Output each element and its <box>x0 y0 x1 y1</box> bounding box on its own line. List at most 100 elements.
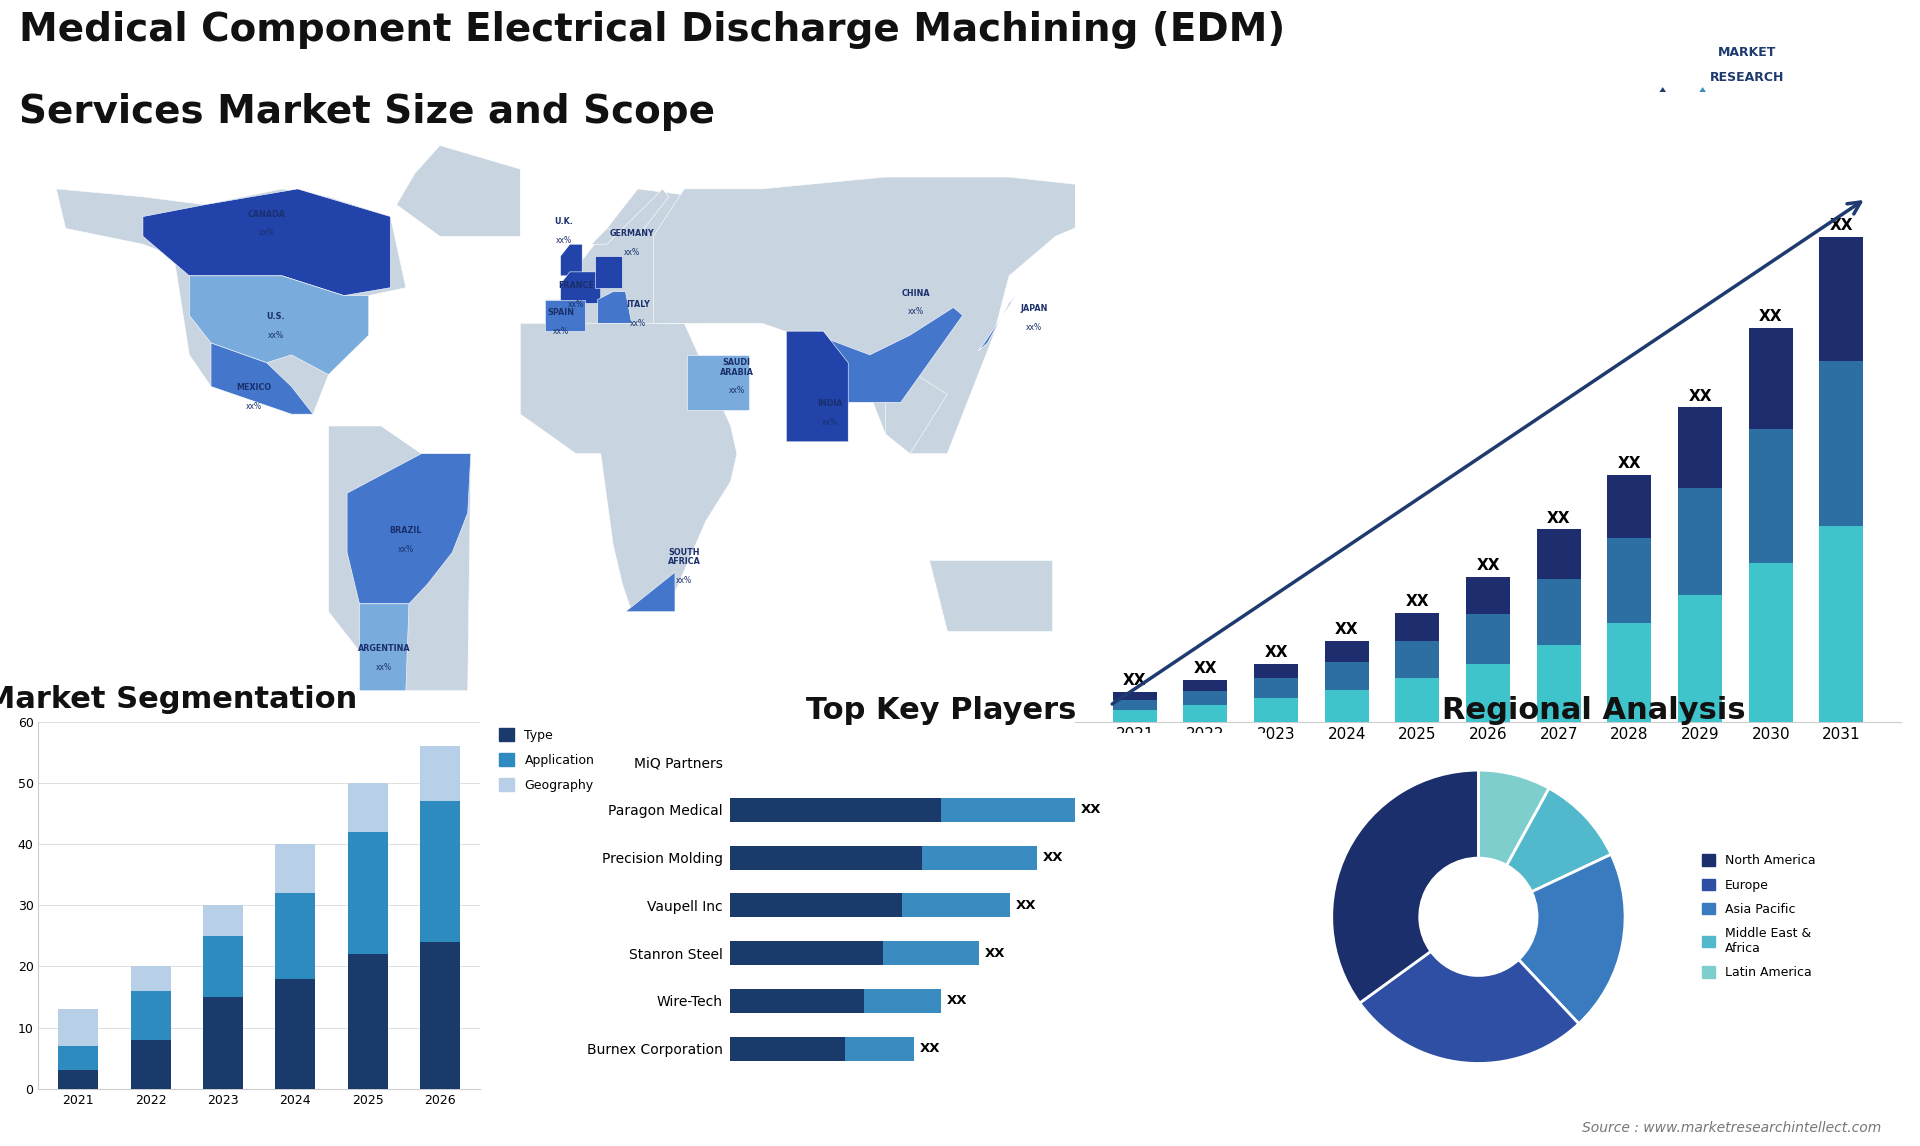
Polygon shape <box>808 307 962 402</box>
Text: XX: XX <box>1194 661 1217 676</box>
Text: xx%: xx% <box>568 299 584 308</box>
Bar <box>1467 664 1509 722</box>
Bar <box>1114 692 1156 699</box>
Bar <box>1183 680 1227 691</box>
Text: xx%: xx% <box>269 331 284 340</box>
Polygon shape <box>520 323 737 612</box>
Polygon shape <box>787 331 860 442</box>
Bar <box>1678 408 1722 488</box>
Wedge shape <box>1507 788 1611 892</box>
Bar <box>730 846 922 870</box>
Text: XX: XX <box>985 947 1006 959</box>
Bar <box>1396 613 1440 641</box>
Wedge shape <box>1359 951 1578 1063</box>
Polygon shape <box>885 375 947 454</box>
Text: xx%: xx% <box>730 386 745 395</box>
Text: xx%: xx% <box>822 418 837 427</box>
Bar <box>275 893 315 979</box>
Text: xx%: xx% <box>908 307 924 316</box>
Text: ITALY: ITALY <box>626 300 649 309</box>
Bar <box>348 955 388 1089</box>
Wedge shape <box>1332 770 1478 1003</box>
Text: Medical Component Electrical Discharge Machining (EDM): Medical Component Electrical Discharge M… <box>19 11 1286 49</box>
Polygon shape <box>56 189 405 414</box>
Text: GERMANY: GERMANY <box>609 229 655 238</box>
Text: XX: XX <box>1263 645 1288 660</box>
Bar <box>1820 361 1862 526</box>
Text: Source : www.marketresearchintellect.com: Source : www.marketresearchintellect.com <box>1582 1121 1882 1135</box>
Bar <box>204 905 244 936</box>
Text: FRANCE: FRANCE <box>559 281 593 290</box>
Text: XX: XX <box>1617 456 1642 471</box>
Bar <box>941 798 1075 822</box>
Bar <box>1749 563 1793 722</box>
Text: xx%: xx% <box>630 320 645 328</box>
Legend: North America, Europe, Asia Pacific, Middle East &
Africa, Latin America: North America, Europe, Asia Pacific, Mid… <box>1697 849 1820 984</box>
Bar <box>1254 678 1298 698</box>
Text: xx%: xx% <box>553 328 568 336</box>
Bar <box>845 1037 914 1060</box>
Text: XX: XX <box>1123 674 1146 689</box>
Bar <box>420 746 461 801</box>
Bar <box>730 989 864 1013</box>
Polygon shape <box>595 256 622 288</box>
Text: RESEARCH: RESEARCH <box>1711 71 1784 84</box>
Bar <box>1607 537 1651 622</box>
Text: U.K.: U.K. <box>555 218 572 227</box>
Text: XX: XX <box>1759 309 1782 324</box>
Text: XX: XX <box>920 1042 941 1055</box>
Text: XX: XX <box>1334 622 1359 637</box>
Bar <box>131 991 171 1039</box>
Bar <box>883 941 979 965</box>
Bar <box>1536 645 1580 722</box>
Polygon shape <box>597 291 632 323</box>
Text: MEXICO: MEXICO <box>236 384 273 392</box>
Bar <box>1467 576 1509 614</box>
Wedge shape <box>1519 855 1624 1023</box>
Text: XX: XX <box>1548 511 1571 526</box>
Bar <box>204 997 244 1089</box>
Bar <box>864 989 941 1013</box>
Bar <box>275 979 315 1089</box>
Bar <box>275 845 315 893</box>
Bar <box>58 1010 98 1046</box>
Bar <box>902 894 1010 917</box>
Text: Regional Analysis: Regional Analysis <box>1442 696 1745 725</box>
Bar <box>1325 690 1369 722</box>
Bar <box>1467 614 1509 664</box>
Bar <box>1607 622 1651 722</box>
Text: xx%: xx% <box>1025 323 1043 332</box>
Bar <box>730 894 902 917</box>
Bar <box>1678 595 1722 722</box>
Text: INDIA: INDIA <box>816 399 843 408</box>
Polygon shape <box>653 176 1117 454</box>
Bar <box>1396 678 1440 722</box>
Bar <box>1749 429 1793 563</box>
Bar <box>1396 641 1440 678</box>
Bar <box>1114 709 1156 722</box>
Text: SAUDI
ARABIA: SAUDI ARABIA <box>720 358 755 377</box>
Text: XX: XX <box>1405 594 1428 609</box>
Polygon shape <box>787 331 849 442</box>
Bar <box>1254 698 1298 722</box>
Bar <box>1678 488 1722 595</box>
Text: xx%: xx% <box>376 664 392 672</box>
Bar <box>730 941 883 965</box>
Text: Market Segmentation: Market Segmentation <box>0 685 357 714</box>
Polygon shape <box>977 296 1016 351</box>
Polygon shape <box>687 355 749 410</box>
Bar <box>1607 474 1651 537</box>
Polygon shape <box>545 299 586 331</box>
Polygon shape <box>561 272 601 304</box>
Bar <box>1325 662 1369 690</box>
Bar <box>1820 237 1862 361</box>
Bar <box>1536 579 1580 645</box>
Bar <box>730 798 941 822</box>
Bar <box>1183 691 1227 705</box>
Polygon shape <box>626 572 676 612</box>
Legend: Type, Application, Geography: Type, Application, Geography <box>499 728 595 792</box>
Text: xx%: xx% <box>259 228 275 237</box>
Bar <box>58 1070 98 1089</box>
Text: XX: XX <box>1043 851 1064 864</box>
Bar <box>730 1037 845 1060</box>
